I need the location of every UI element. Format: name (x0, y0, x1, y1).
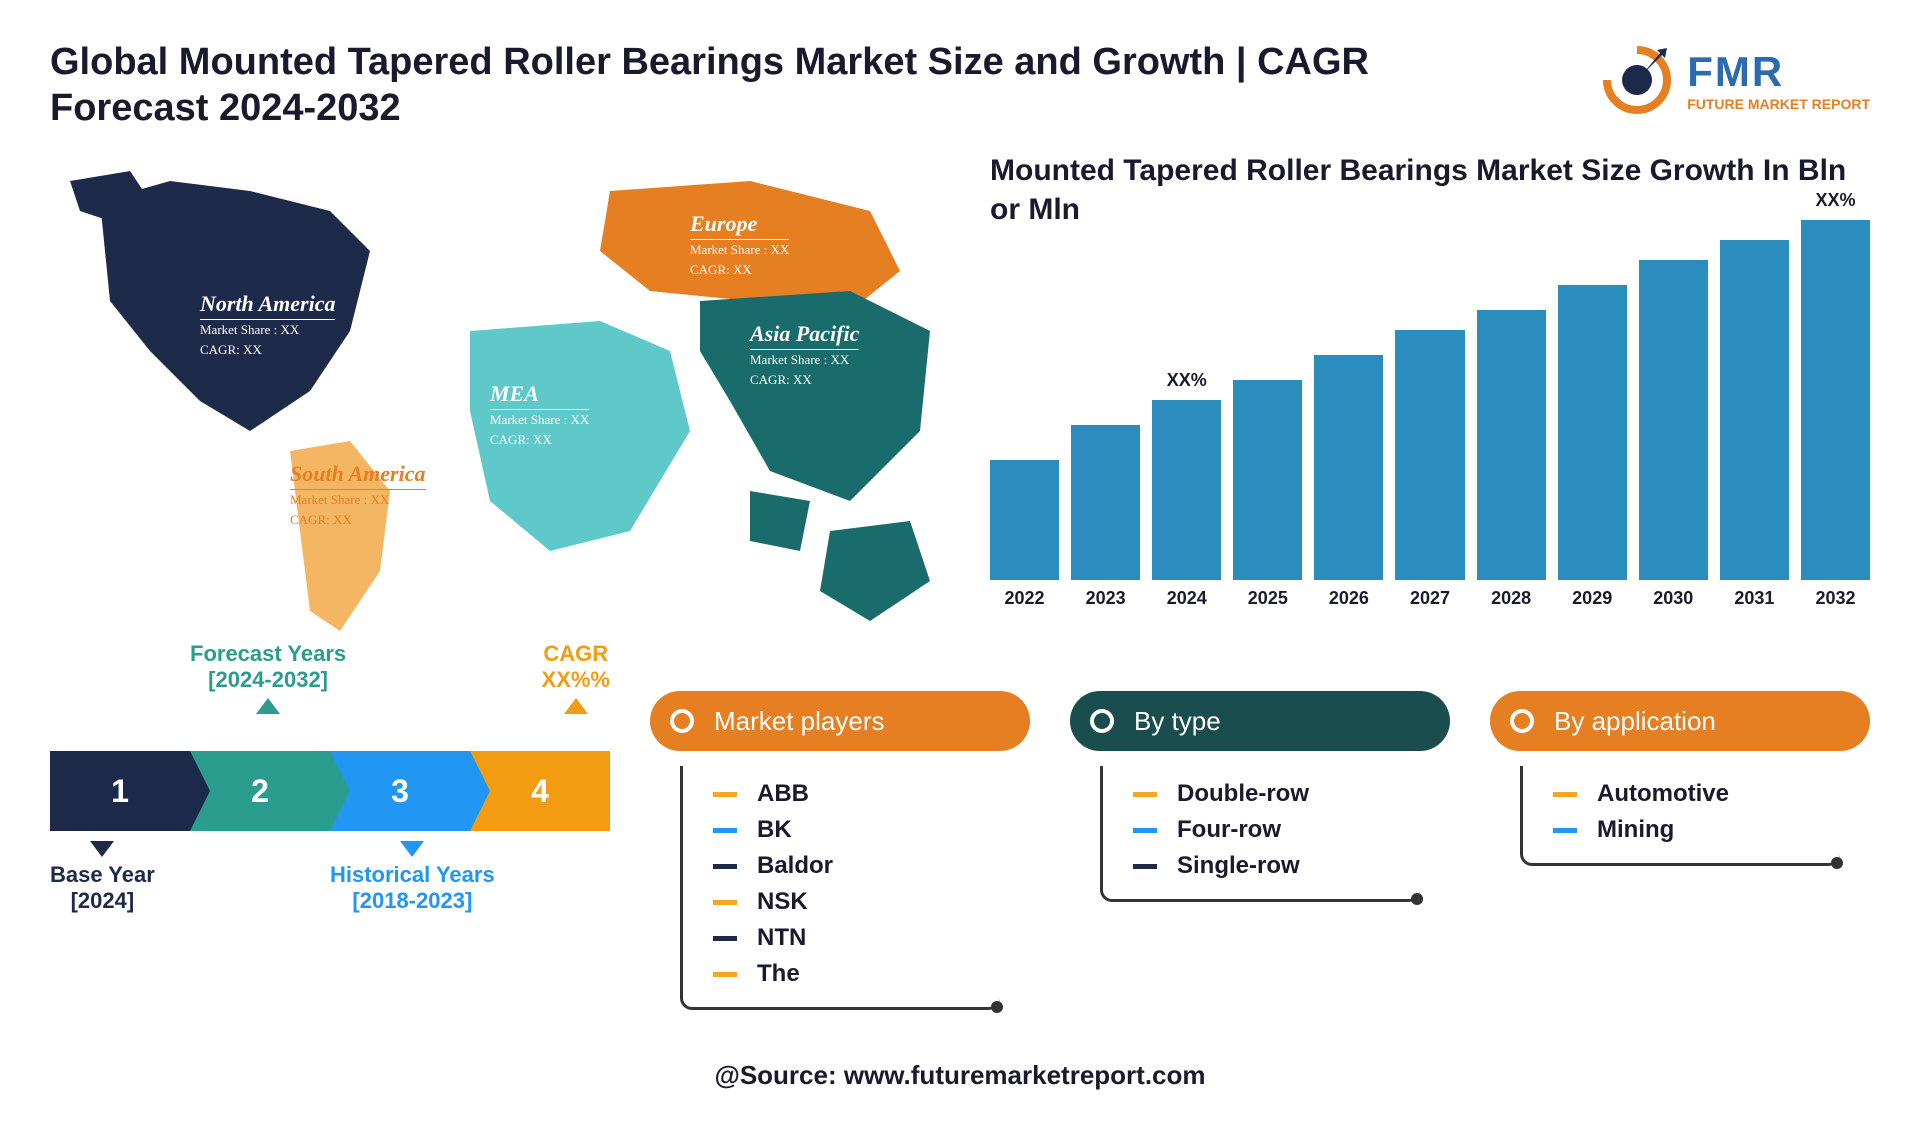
region-label: EuropeMarket Share : XXCAGR: XX (690, 211, 789, 278)
bar-label: 2024 (1167, 588, 1207, 609)
logo-text: FMR (1687, 48, 1870, 96)
category-list: ABBBKBaldorNSKNTNThe (680, 766, 1000, 1010)
bar-group: 2030 (1639, 260, 1708, 609)
region-label: North AmericaMarket Share : XXCAGR: XX (200, 291, 335, 358)
bar-group: 2026 (1314, 355, 1383, 609)
base-year-label: Base Year [2024] (50, 841, 155, 914)
bar-label: 2030 (1653, 588, 1693, 609)
bar-group: 2027 (1395, 330, 1464, 609)
region-label: MEAMarket Share : XXCAGR: XX (490, 381, 589, 448)
bar (990, 460, 1059, 580)
bar-label: 2022 (1005, 588, 1045, 609)
region-label: South AmericaMarket Share : XXCAGR: XX (290, 461, 426, 528)
category-pill: By application (1490, 691, 1870, 751)
logo: FMR FUTURE MARKET REPORT (1597, 40, 1870, 120)
list-item: NSK (713, 884, 980, 920)
pills-container: Market players ABBBKBaldorNSKNTNThe By typ… (650, 691, 1870, 1010)
category-section: By type Double-rowFour-rowSingle-row (1070, 691, 1450, 1010)
fmr-logo-icon (1597, 40, 1677, 120)
bar (1233, 380, 1302, 580)
bar-label: 2023 (1086, 588, 1126, 609)
category-section: By application AutomotiveMining (1490, 691, 1870, 1010)
category-list: Double-rowFour-rowSingle-row (1100, 766, 1420, 902)
bar-group: XX%2024 (1152, 400, 1221, 609)
bar-group: 2031 (1720, 240, 1789, 609)
bars-container: 2022 2023 XX%2024 2025 2026 2027 2028 2029 2030 2… (990, 249, 1870, 609)
bar (1720, 240, 1789, 580)
page-title: Global Mounted Tapered Roller Bearings M… (50, 40, 1500, 131)
bar-chart: Mounted Tapered Roller Bearings Market S… (990, 151, 1870, 651)
bar-group: 2028 (1477, 310, 1546, 609)
list-item: ABB (713, 776, 980, 812)
bar-label: 2027 (1410, 588, 1450, 609)
category-pill: Market players (650, 691, 1030, 751)
list-item: Automotive (1553, 776, 1820, 812)
timeline: Forecast Years [2024-2032] CAGR XX%% 123… (50, 691, 610, 831)
world-map: North AmericaMarket Share : XXCAGR: XX So… (50, 151, 950, 651)
historical-label: Historical Years [2018-2023] (330, 841, 495, 914)
bar-group: 2022 (990, 460, 1059, 609)
bar-label: 2031 (1734, 588, 1774, 609)
bar-label: 2029 (1572, 588, 1612, 609)
timeline-segment: 4 (470, 751, 610, 831)
bar-group: 2029 (1558, 285, 1627, 609)
list-item: NTN (713, 920, 980, 956)
timeline-segment: 1 (50, 751, 190, 831)
bar-group: 2023 (1071, 425, 1140, 609)
bar-label: 2028 (1491, 588, 1531, 609)
bar (1152, 400, 1221, 580)
bar (1477, 310, 1546, 580)
bar (1314, 355, 1383, 580)
bar-label: 2026 (1329, 588, 1369, 609)
list-item: The (713, 956, 980, 992)
timeline-segment: 2 (190, 751, 330, 831)
bar-group: XX%2032 (1801, 220, 1870, 609)
category-list: AutomotiveMining (1520, 766, 1840, 866)
forecast-label: Forecast Years [2024-2032] (190, 641, 346, 714)
cagr-label: CAGR XX%% (542, 641, 610, 714)
timeline-bar: 1234 (50, 751, 610, 831)
list-item: Double-row (1133, 776, 1400, 812)
bar (1639, 260, 1708, 580)
source-text: @Source: www.futuremarketreport.com (50, 1060, 1870, 1091)
list-item: Baldor (713, 848, 980, 884)
timeline-segment: 3 (330, 751, 470, 831)
bar (1395, 330, 1464, 580)
list-item: Single-row (1133, 848, 1400, 884)
top-row: North AmericaMarket Share : XXCAGR: XX So… (50, 151, 1870, 651)
category-section: Market players ABBBKBaldorNSKNTNThe (650, 691, 1030, 1010)
category-pill: By type (1070, 691, 1450, 751)
bar-group: 2025 (1233, 380, 1302, 609)
region-label: Asia PacificMarket Share : XXCAGR: XX (750, 321, 859, 388)
header: Global Mounted Tapered Roller Bearings M… (50, 40, 1870, 131)
bar (1801, 220, 1870, 580)
bar (1071, 425, 1140, 580)
list-item: BK (713, 812, 980, 848)
bar-label: 2025 (1248, 588, 1288, 609)
bottom-row: Forecast Years [2024-2032] CAGR XX%% 123… (50, 691, 1870, 1010)
bar-label: 2032 (1815, 588, 1855, 609)
list-item: Mining (1553, 812, 1820, 848)
list-item: Four-row (1133, 812, 1400, 848)
logo-subtitle: FUTURE MARKET REPORT (1687, 96, 1870, 112)
chart-title: Mounted Tapered Roller Bearings Market S… (990, 151, 1870, 229)
bar (1558, 285, 1627, 580)
